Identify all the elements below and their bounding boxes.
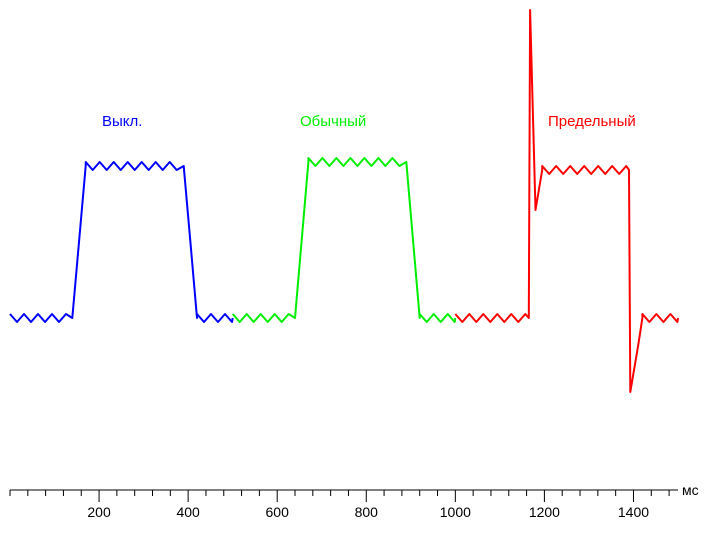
series-normal: [233, 158, 456, 322]
series-extreme: [455, 10, 678, 392]
x-tick-label: 800: [355, 504, 378, 520]
x-axis-unit: мс: [682, 482, 699, 498]
series-label-normal: Обычный: [300, 113, 366, 130]
x-tick-label: 400: [176, 504, 199, 520]
x-tick-label: 1200: [529, 504, 560, 520]
series-label-off: Выкл.: [102, 113, 142, 130]
signal-chart: [0, 0, 707, 542]
x-tick-label: 1400: [618, 504, 649, 520]
x-tick-label: 600: [266, 504, 289, 520]
x-tick-label: 1000: [440, 504, 471, 520]
series-label-extreme: Предельный: [548, 113, 636, 130]
x-tick-label: 200: [87, 504, 110, 520]
series-off: [10, 162, 233, 322]
